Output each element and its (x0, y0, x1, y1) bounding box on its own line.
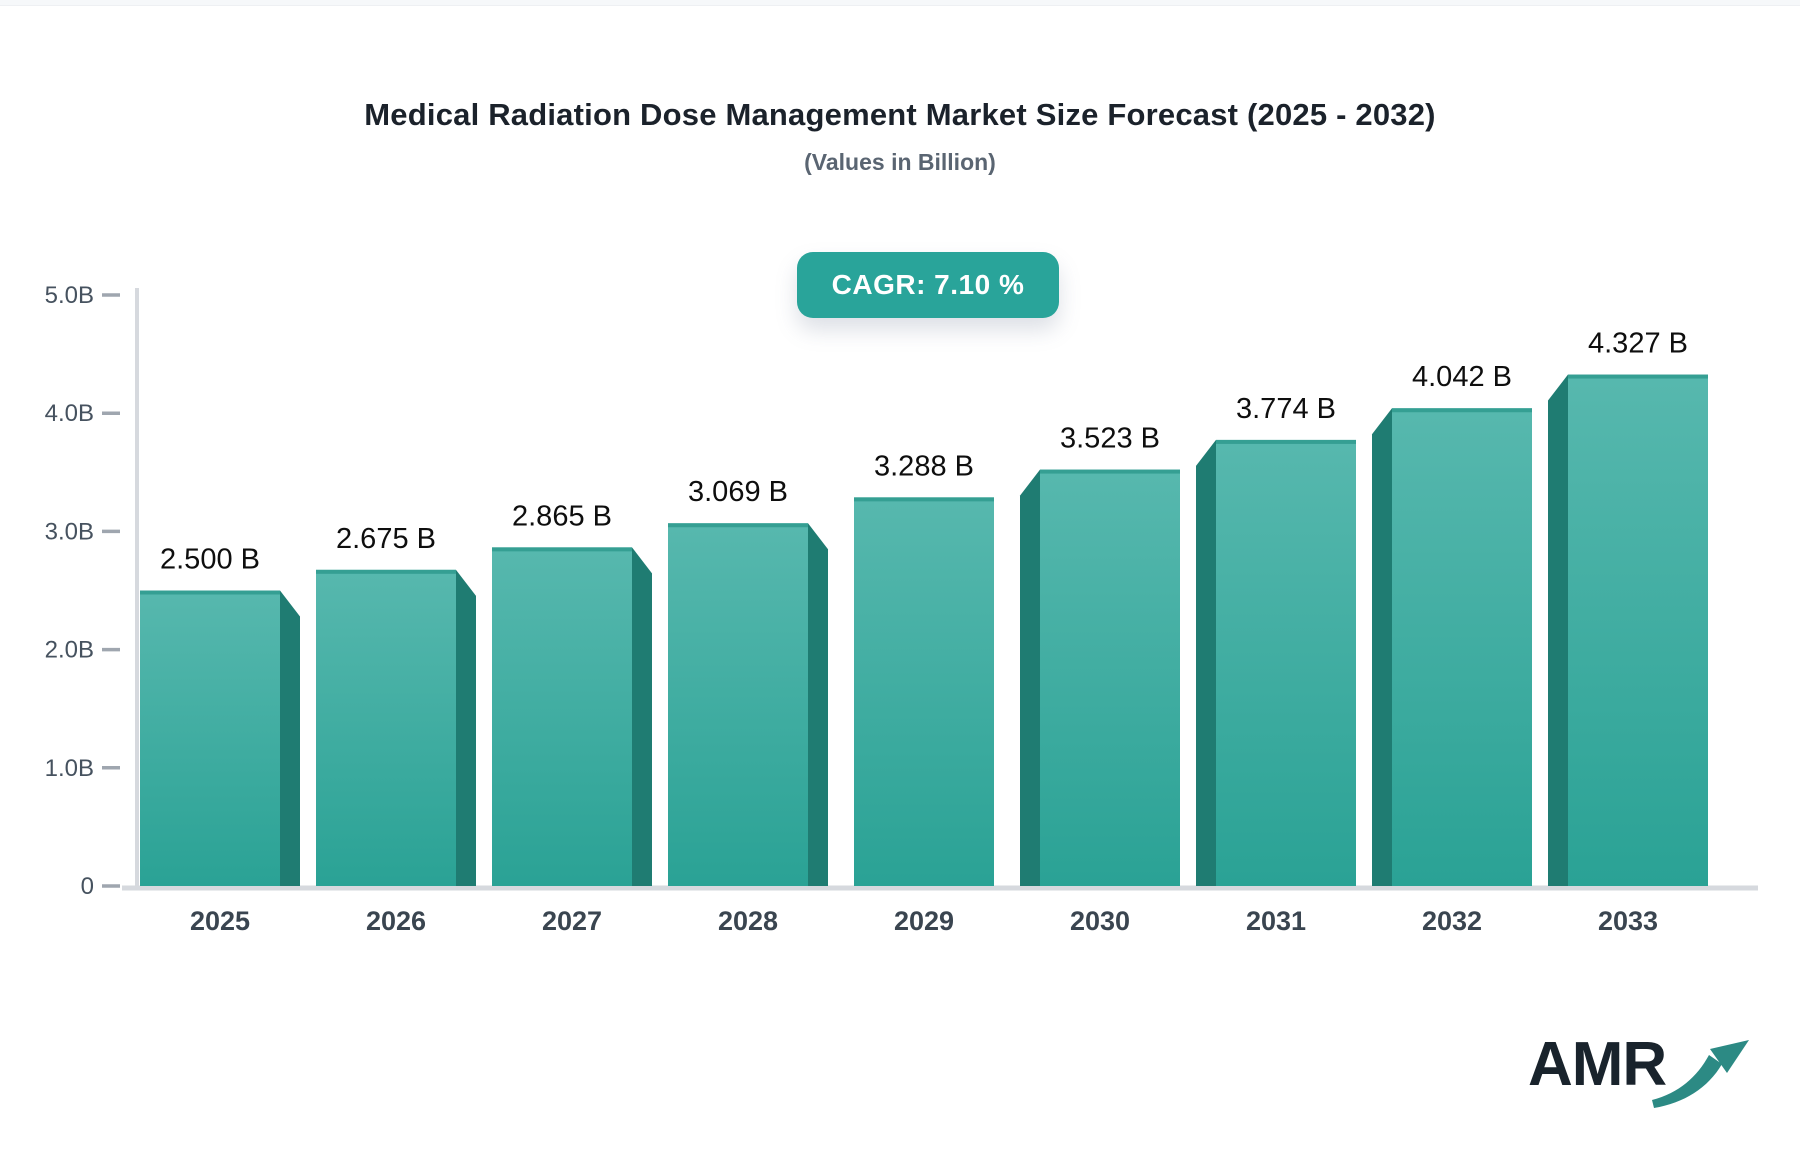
bar-value-label: 4.042 B (1412, 361, 1512, 393)
bar-top-edge (668, 523, 808, 528)
cagr-badge-label: CAGR: 7.10 % (831, 269, 1025, 300)
bar-side-3d (1020, 469, 1040, 886)
amr-logo: AMR (1528, 1034, 1754, 1116)
bar-side-3d (1548, 374, 1568, 886)
x-axis-label-2026: 2026 (366, 906, 426, 936)
bar-side-3d (456, 569, 476, 886)
cagr-badge: CAGR: 7.10 % (797, 252, 1059, 318)
bar-value-label: 4.327 B (1588, 328, 1688, 360)
bar-side-3d (632, 547, 652, 886)
bar-value-label: 2.675 B (336, 523, 436, 555)
logo-growth-arrow-icon (1652, 1040, 1750, 1108)
x-axis-label-2027: 2027 (542, 906, 602, 936)
bar-side-3d (280, 590, 300, 886)
bar-value-label: 3.774 B (1236, 393, 1336, 425)
bar-top-edge (1040, 469, 1180, 474)
x-axis-label-2031: 2031 (1246, 906, 1306, 936)
x-axis-label-2028: 2028 (718, 906, 778, 936)
bar-2025 (140, 590, 280, 886)
bar-top-edge (1216, 439, 1356, 444)
bar-value-label: 3.069 B (688, 476, 788, 508)
bar-2030 (1040, 469, 1180, 886)
bar-top-edge (854, 497, 994, 502)
top-edge-strip (0, 0, 1800, 6)
x-axis-label-2032: 2032 (1422, 906, 1482, 936)
bar-side-3d (808, 523, 828, 886)
page-title: Medical Radiation Dose Management Market… (364, 97, 1436, 132)
bar-2028 (668, 523, 808, 886)
bar-2032 (1392, 408, 1532, 886)
y-tick-label: 4.0B (45, 400, 94, 427)
y-tick-label: 3.0B (45, 518, 94, 545)
bar-value-label: 3.523 B (1060, 423, 1160, 455)
y-tick-label: 0 (81, 873, 94, 900)
bar-2026 (316, 569, 456, 886)
bar-value-label: 2.500 B (160, 544, 260, 576)
bar-2029 (854, 497, 994, 886)
bar-top-edge (492, 547, 632, 552)
page-subtitle: (Values in Billion) (804, 149, 996, 175)
bar-value-label: 3.288 B (874, 450, 974, 482)
bar-side-3d (1196, 439, 1216, 886)
y-tick-label: 2.0B (45, 637, 94, 664)
x-axis-label-2025: 2025 (190, 906, 250, 936)
bar-2031 (1216, 439, 1356, 886)
x-axis-label-2033: 2033 (1598, 906, 1658, 936)
bar-top-edge (1568, 374, 1708, 379)
bar-side-3d (1372, 408, 1392, 886)
bar-top-edge (1392, 408, 1532, 413)
bar-top-edge (140, 590, 280, 595)
x-axis-label-2030: 2030 (1070, 906, 1130, 936)
bar-top-edge (316, 569, 456, 574)
y-tick-label: 5.0B (45, 282, 94, 309)
y-tick-label: 1.0B (45, 755, 94, 782)
bar-value-label: 2.865 B (512, 500, 612, 532)
bar-2027 (492, 547, 632, 886)
x-axis-label-2029: 2029 (894, 906, 954, 936)
bar-2033 (1568, 374, 1708, 886)
amr-logo-text: AMR (1528, 1030, 1667, 1099)
